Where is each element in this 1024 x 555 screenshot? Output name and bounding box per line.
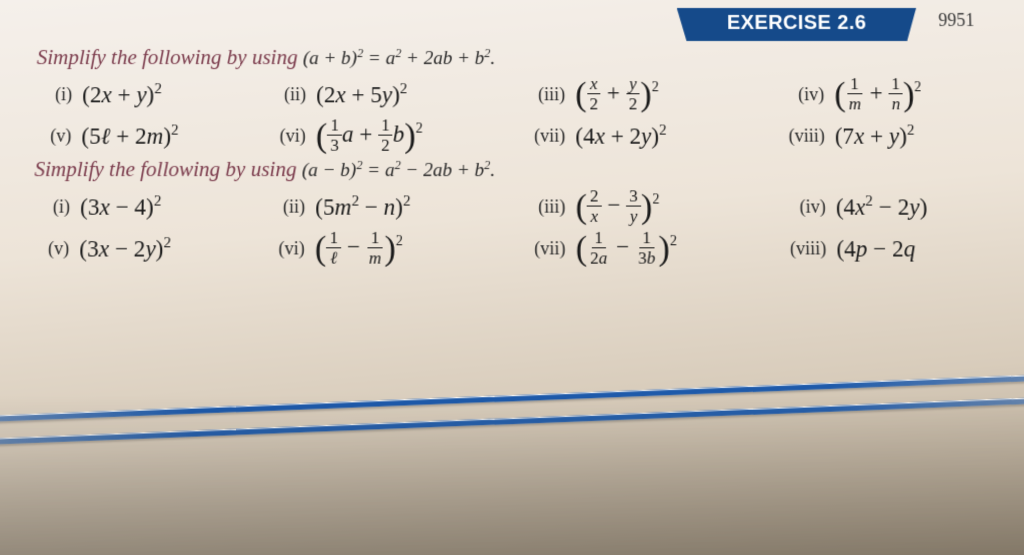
problem-expression: (1ℓ − 1m)2 (315, 230, 403, 268)
problem-item: (v) (5ℓ + 2m)2 (29, 123, 254, 149)
problem-number: (iii) (523, 196, 565, 217)
problem-expression: (5ℓ + 2m)2 (81, 123, 179, 149)
problems-grid: (i) (2x + y)2 (ii) (2x + 5y)2 (iii) (x2 + y2)… (29, 76, 1008, 155)
divider-rule (0, 360, 1024, 464)
instruction-text: Simplify the following by using (34, 157, 302, 181)
rule-line (0, 397, 1024, 445)
header-code: 9951 (938, 8, 974, 31)
problem-item: (viii) (4p − 2q (784, 236, 1010, 263)
problem-item: (ii) (2x + 5y)2 (264, 82, 513, 108)
problem-expression: (2x − 3y)2 (576, 188, 660, 226)
header-row: EXERCISE 2.6 9951 (19, 8, 1005, 41)
problem-number: (vi) (262, 238, 305, 259)
problem-item: (vi) (13a + 12b)2 (263, 117, 513, 154)
problem-expression: (4x + 2y)2 (575, 123, 666, 149)
problem-item: (iii) (x2 + y2)2 (523, 76, 772, 113)
problem-expression: (4p − 2q (836, 236, 915, 263)
problem-number: (v) (27, 238, 70, 259)
problem-expression: (2x + 5y)2 (316, 82, 407, 108)
problem-expression: (3x − 2y)2 (79, 236, 171, 263)
problem-expression: (4x2 − 2y) (836, 194, 928, 220)
section-instruction: Simplify the following by using (a + b)2… (37, 45, 1006, 70)
problem-number: (viii) (784, 238, 827, 259)
problem-expression: (5m2 − n)2 (315, 194, 410, 220)
instruction-text: Simplify the following by using (37, 45, 303, 69)
problem-item: (i) (2x + y)2 (30, 82, 254, 108)
badge-prefix: EXERCISE (727, 12, 832, 34)
problem-item: (viii) (7x + y)2 (782, 123, 1007, 149)
section-instruction: Simplify the following by using (a − b)2… (34, 157, 1008, 182)
problem-number: (v) (29, 126, 72, 147)
problem-expression: (2x + y)2 (82, 82, 162, 108)
problem-number: (iii) (523, 84, 565, 105)
problem-number: (ii) (264, 84, 306, 105)
problem-item: (vi) (1ℓ − 1m)2 (262, 230, 513, 268)
problem-expression: (x2 + y2)2 (575, 76, 659, 113)
badge-number: 2.6 (837, 12, 866, 34)
problem-item: (v) (3x − 2y)2 (27, 236, 253, 263)
problem-expression: (13a + 12b)2 (316, 117, 423, 154)
problem-item: (iv) (1m + 1n)2 (782, 76, 1007, 113)
problem-item: (iv) (4x2 − 2y) (783, 194, 1009, 220)
problem-number: (i) (27, 196, 70, 217)
problem-expression: (3x − 4)2 (80, 194, 162, 220)
problem-number: (vii) (523, 126, 565, 147)
problem-number: (ii) (263, 196, 306, 217)
problem-item: (iii) (2x − 3y)2 (523, 188, 773, 226)
problem-number: (viii) (782, 126, 825, 147)
exercise-badge: EXERCISE 2.6 (677, 8, 917, 41)
instruction-formula: (a + b)2 = a2 + 2ab + b2. (303, 48, 495, 69)
problem-number: (vi) (264, 126, 306, 147)
page-content: EXERCISE 2.6 9951 Simplify the following… (0, 0, 1024, 555)
problem-number: (iv) (783, 196, 826, 217)
rule-line (0, 374, 1024, 422)
problems-grid: (i) (3x − 4)2 (ii) (5m2 − n)2 (iii) (2x − 3y)… (26, 188, 1009, 267)
problem-number: (vii) (523, 238, 565, 259)
problem-expression: (1m + 1n)2 (834, 76, 922, 113)
problem-number: (i) (30, 84, 73, 105)
problem-expression: (12a − 13b)2 (576, 230, 677, 268)
problem-number: (iv) (782, 84, 824, 105)
problem-item: (i) (3x − 4)2 (27, 194, 253, 220)
problem-item: (vii) (4x + 2y)2 (523, 123, 773, 149)
problem-expression: (7x + y)2 (835, 123, 915, 149)
problem-item: (vii) (12a − 13b)2 (523, 230, 774, 268)
sections-container: Simplify the following by using (a + b)2… (14, 45, 1010, 268)
instruction-formula: (a − b)2 = a2 − 2ab + b2. (302, 160, 495, 181)
problem-item: (ii) (5m2 − n)2 (263, 194, 513, 220)
